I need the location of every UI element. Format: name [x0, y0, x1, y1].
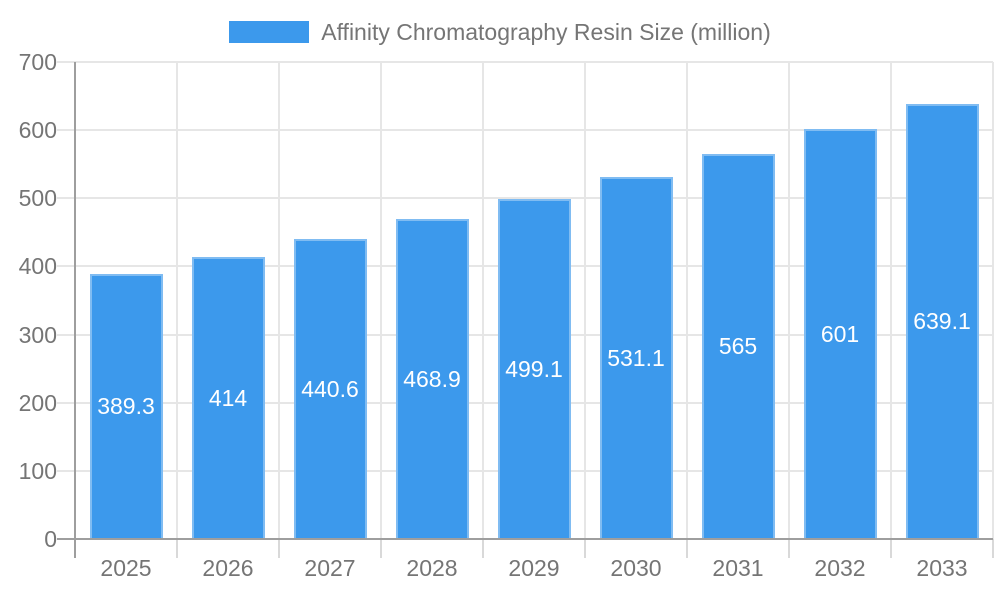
x-axis-label: 2029 — [508, 555, 560, 581]
bar[interactable] — [905, 103, 979, 539]
bar[interactable] — [395, 219, 469, 539]
vertical-gridline — [992, 62, 994, 539]
vertical-gridline — [686, 62, 688, 539]
bar[interactable] — [701, 154, 775, 539]
y-axis-line — [74, 62, 76, 558]
x-axis-tick — [278, 539, 280, 558]
x-axis-label: 2028 — [406, 555, 458, 581]
bar-value-label: 601 — [820, 321, 860, 348]
horizontal-gridline — [75, 197, 993, 200]
y-axis-tick — [57, 197, 75, 200]
bar[interactable] — [803, 129, 877, 539]
y-axis-tick — [57, 333, 75, 336]
bar-value-label: 531.1 — [607, 345, 665, 372]
y-axis-tick — [57, 538, 75, 540]
x-axis-label: 2026 — [202, 555, 254, 581]
vertical-gridline — [278, 62, 280, 539]
bar-value-label: 499.1 — [505, 355, 563, 382]
x-axis-tick — [482, 539, 484, 558]
x-axis-label: 2032 — [814, 555, 866, 581]
y-axis-tick — [57, 401, 75, 404]
x-axis-label: 2033 — [916, 555, 968, 581]
x-axis-label: 2027 — [304, 555, 356, 581]
legend: Affinity Chromatography Resin Size (mill… — [0, 19, 1000, 45]
y-axis-tick — [57, 265, 75, 268]
legend-label: Affinity Chromatography Resin Size (mill… — [321, 18, 771, 45]
y-axis-label: 600 — [18, 117, 57, 144]
bar[interactable] — [191, 256, 265, 539]
x-axis-label: 2025 — [100, 555, 152, 581]
vertical-gridline — [176, 62, 178, 539]
bar-value-label: 389.3 — [97, 393, 155, 420]
plot-area: 0 100 200 300 400 500 600 700 389.3 2025 414 2026 44… — [19, 49, 994, 581]
bar-value-label: 639.1 — [913, 308, 971, 335]
horizontal-gridline — [75, 61, 993, 63]
x-axis-tick — [890, 539, 892, 558]
y-axis-tick — [57, 61, 75, 63]
bar[interactable] — [497, 198, 571, 539]
y-axis-label: 0 — [44, 526, 57, 552]
x-axis-line — [75, 538, 993, 540]
y-axis-label: 500 — [18, 185, 57, 212]
vertical-gridline — [584, 62, 586, 539]
x-axis-tick — [584, 539, 586, 558]
bar-value-label: 565 — [718, 333, 758, 360]
x-axis-label: 2030 — [610, 555, 662, 581]
bar[interactable] — [293, 238, 367, 539]
vertical-gridline — [482, 62, 484, 539]
x-axis-tick — [176, 539, 178, 558]
y-axis-tick — [57, 469, 75, 472]
bar-value-label: 440.6 — [301, 375, 359, 402]
y-axis-tick — [57, 129, 75, 132]
x-axis-tick — [380, 539, 382, 558]
x-axis-tick — [992, 539, 994, 558]
y-axis-label: 200 — [18, 389, 57, 416]
horizontal-gridline — [75, 129, 993, 132]
x-axis-label: 2031 — [712, 555, 764, 581]
bar[interactable] — [599, 177, 673, 539]
x-axis-tick — [788, 539, 790, 558]
bar-value-label: 414 — [208, 384, 248, 411]
bar-value-label: 468.9 — [403, 366, 461, 393]
vertical-gridline — [380, 62, 382, 539]
y-axis-label: 300 — [18, 321, 57, 348]
y-axis-label: 400 — [18, 253, 57, 280]
vertical-gridline — [788, 62, 790, 539]
y-axis-label: 700 — [18, 49, 57, 75]
x-axis-tick — [686, 539, 688, 558]
vertical-gridline — [890, 62, 892, 539]
y-axis-label: 100 — [18, 457, 57, 484]
bar[interactable] — [89, 273, 163, 539]
legend-swatch — [229, 21, 310, 43]
